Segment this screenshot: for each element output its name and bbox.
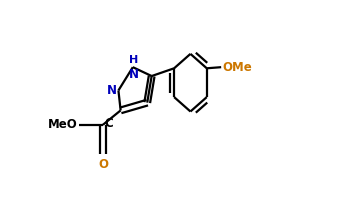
Text: O: O	[98, 158, 108, 171]
Text: OMe: OMe	[222, 61, 252, 74]
Text: N: N	[107, 84, 117, 97]
Text: C: C	[105, 117, 114, 130]
Text: MeO: MeO	[48, 118, 77, 131]
Text: N: N	[129, 68, 139, 81]
Text: H: H	[129, 54, 138, 64]
